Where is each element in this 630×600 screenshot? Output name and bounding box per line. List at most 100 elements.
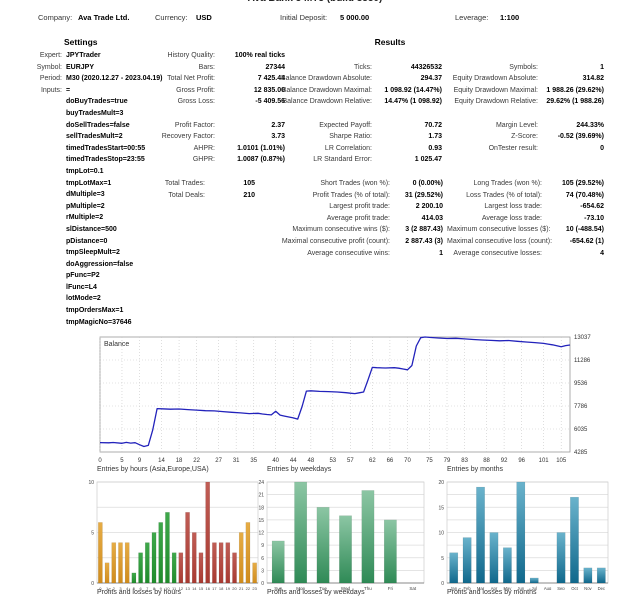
- svg-text:14: 14: [158, 458, 165, 464]
- svg-text:12: 12: [179, 586, 184, 590]
- initial-deposit-label: Initial Deposit:: [280, 13, 328, 22]
- bar-4: [124, 542, 130, 584]
- bar-0: [98, 522, 103, 584]
- svg-text:6035: 6035: [574, 427, 588, 433]
- result-value: 7 425.44: [257, 75, 285, 83]
- svg-text:14: 14: [192, 586, 197, 590]
- svg-text:27: 27: [215, 458, 222, 464]
- leverage-value: 1:100: [500, 13, 520, 22]
- svg-text:57: 57: [347, 458, 354, 464]
- result-row: [28, 108, 628, 120]
- result-label: Average profit trade:: [326, 214, 390, 222]
- result-label: Short Trades (won %):: [320, 180, 390, 187]
- svg-text:0: 0: [91, 581, 94, 587]
- result-label: Average consecutive losses:: [453, 249, 542, 257]
- bar-17: [212, 542, 217, 584]
- svg-text:6: 6: [261, 556, 264, 562]
- svg-text:18: 18: [219, 586, 224, 590]
- entries-by-months-chart: 0 5 10 15 20 Jan Feb Mar Apr May Jun Jul Aug Sep Oct No…: [438, 480, 609, 590]
- settings-input-row: pDistance=0: [28, 236, 288, 248]
- result-label: AHPR:: [193, 144, 215, 152]
- svg-text:11: 11: [172, 586, 177, 590]
- bar-16: [205, 481, 210, 584]
- settings-input-row: doBuyTrades=true: [28, 96, 288, 108]
- results-summary: History Quality: 100% real ticks Bars: 2734…: [28, 50, 628, 166]
- settings-input-row: timedTradesStop=23:55: [28, 154, 288, 166]
- setting-label: Period:: [39, 75, 62, 83]
- svg-text:Jul: Jul: [532, 586, 537, 590]
- svg-text:17: 17: [212, 586, 217, 590]
- settings-input-row: doSellTrades=false: [28, 120, 288, 132]
- svg-text:15: 15: [438, 505, 444, 511]
- svg-text:0: 0: [261, 581, 264, 587]
- bar-Fri: [383, 519, 397, 584]
- bar-Dec: [596, 567, 606, 584]
- result-value: 14.47% (1 098.92): [384, 98, 442, 106]
- result-label: Equity Drawdown Absolute:: [452, 75, 538, 83]
- result-label: Ticks:: [353, 63, 372, 71]
- result-value: 1.0087 (0.87%): [237, 156, 285, 164]
- result-value: -5 409.56: [255, 98, 285, 106]
- result-value: -73.10: [584, 214, 604, 222]
- svg-text:Dec: Dec: [598, 586, 605, 590]
- result-value: 1: [439, 249, 443, 257]
- input-parameter-value: pMultiple=2: [66, 202, 105, 210]
- svg-text:18: 18: [258, 505, 264, 511]
- result-value: 44326532: [410, 63, 442, 71]
- bar-12: [178, 552, 184, 584]
- bar-22: [245, 522, 251, 584]
- result-value: 1: [600, 63, 604, 71]
- result-label: Expected Payoff:: [319, 121, 372, 129]
- settings-list: Expert: JPYTrader Symbol: EURJPY Period: M30 …: [28, 50, 288, 328]
- bar-13: [185, 512, 190, 584]
- bar-18: [218, 542, 224, 584]
- svg-text:Mon: Mon: [296, 586, 305, 590]
- settings-input-row: tmpSleepMult=2: [28, 247, 288, 259]
- bar-Apr: [489, 532, 499, 584]
- svg-text:Tue: Tue: [319, 586, 327, 590]
- bar-14: [191, 532, 197, 584]
- bar-May: [503, 547, 512, 584]
- svg-text:May: May: [503, 586, 512, 590]
- result-row: Gross Loss: -5 409.56 Balance Drawdown Rel…: [28, 96, 628, 108]
- svg-text:10: 10: [438, 531, 444, 537]
- entries-by-weekdays-chart: 0 3 6 9 12 15 18 21 24 Sun Mon Tue Wed Thu Fri Sat: [258, 480, 425, 590]
- result-value: 29.62% (1 988.26): [546, 98, 604, 106]
- svg-text:8: 8: [153, 586, 156, 590]
- input-parameter-value: lFunc=L4: [66, 283, 97, 291]
- result-label: Maximum consecutive losses ($):: [447, 226, 551, 234]
- input-parameter-value: tmpLot=0.1: [66, 167, 104, 175]
- result-label: Bars:: [198, 63, 215, 71]
- svg-text:Wed: Wed: [341, 586, 351, 590]
- result-value: -0.52 (39.69%): [557, 133, 604, 141]
- svg-text:Feb: Feb: [463, 586, 471, 590]
- result-label: Long Trades (won %):: [473, 180, 542, 187]
- result-row: Total Trades: 105 Short Trades (won %): 0 (…: [28, 178, 628, 190]
- bar-Thu: [361, 490, 375, 584]
- bar-15: [198, 552, 204, 584]
- bar-Mar: [476, 486, 485, 584]
- bar-Sun: [271, 540, 285, 584]
- result-label: Largest loss trade:: [484, 203, 542, 211]
- result-row: Maximum consecutive wins ($): 3 (2 887.43…: [28, 224, 628, 236]
- result-row: Maximal consecutive profit (count): 2 887…: [28, 236, 628, 248]
- svg-text:Thu: Thu: [364, 586, 372, 590]
- svg-text:10: 10: [165, 586, 170, 590]
- settings-input-row: tmpLotMax=1: [28, 178, 288, 190]
- svg-text:16: 16: [205, 586, 210, 590]
- result-row: Bars: 27344 Ticks: 44326532 Symbols: 1: [28, 62, 628, 74]
- svg-text:Sep: Sep: [557, 586, 565, 590]
- report-title: Ava Bank 5 MT5 (build 3550): [0, 0, 630, 4]
- result-label: Gross Profit:: [176, 86, 215, 94]
- svg-text:0: 0: [99, 586, 102, 590]
- result-row: GHPR: 1.0087 (0.87%) LR Standard Error: 1 0…: [28, 154, 628, 166]
- result-value: 314.82: [582, 75, 604, 83]
- svg-text:0: 0: [98, 458, 102, 464]
- result-value: 105 (29.52%): [561, 180, 604, 187]
- svg-text:9: 9: [138, 458, 142, 464]
- weekdays-footer-title: Profits and losses by weekdays: [267, 589, 365, 596]
- svg-text:3: 3: [261, 568, 264, 574]
- input-parameter-value: buyTradesMult=3: [66, 109, 124, 117]
- weekdays-chart-title: Entries by weekdays: [267, 466, 332, 473]
